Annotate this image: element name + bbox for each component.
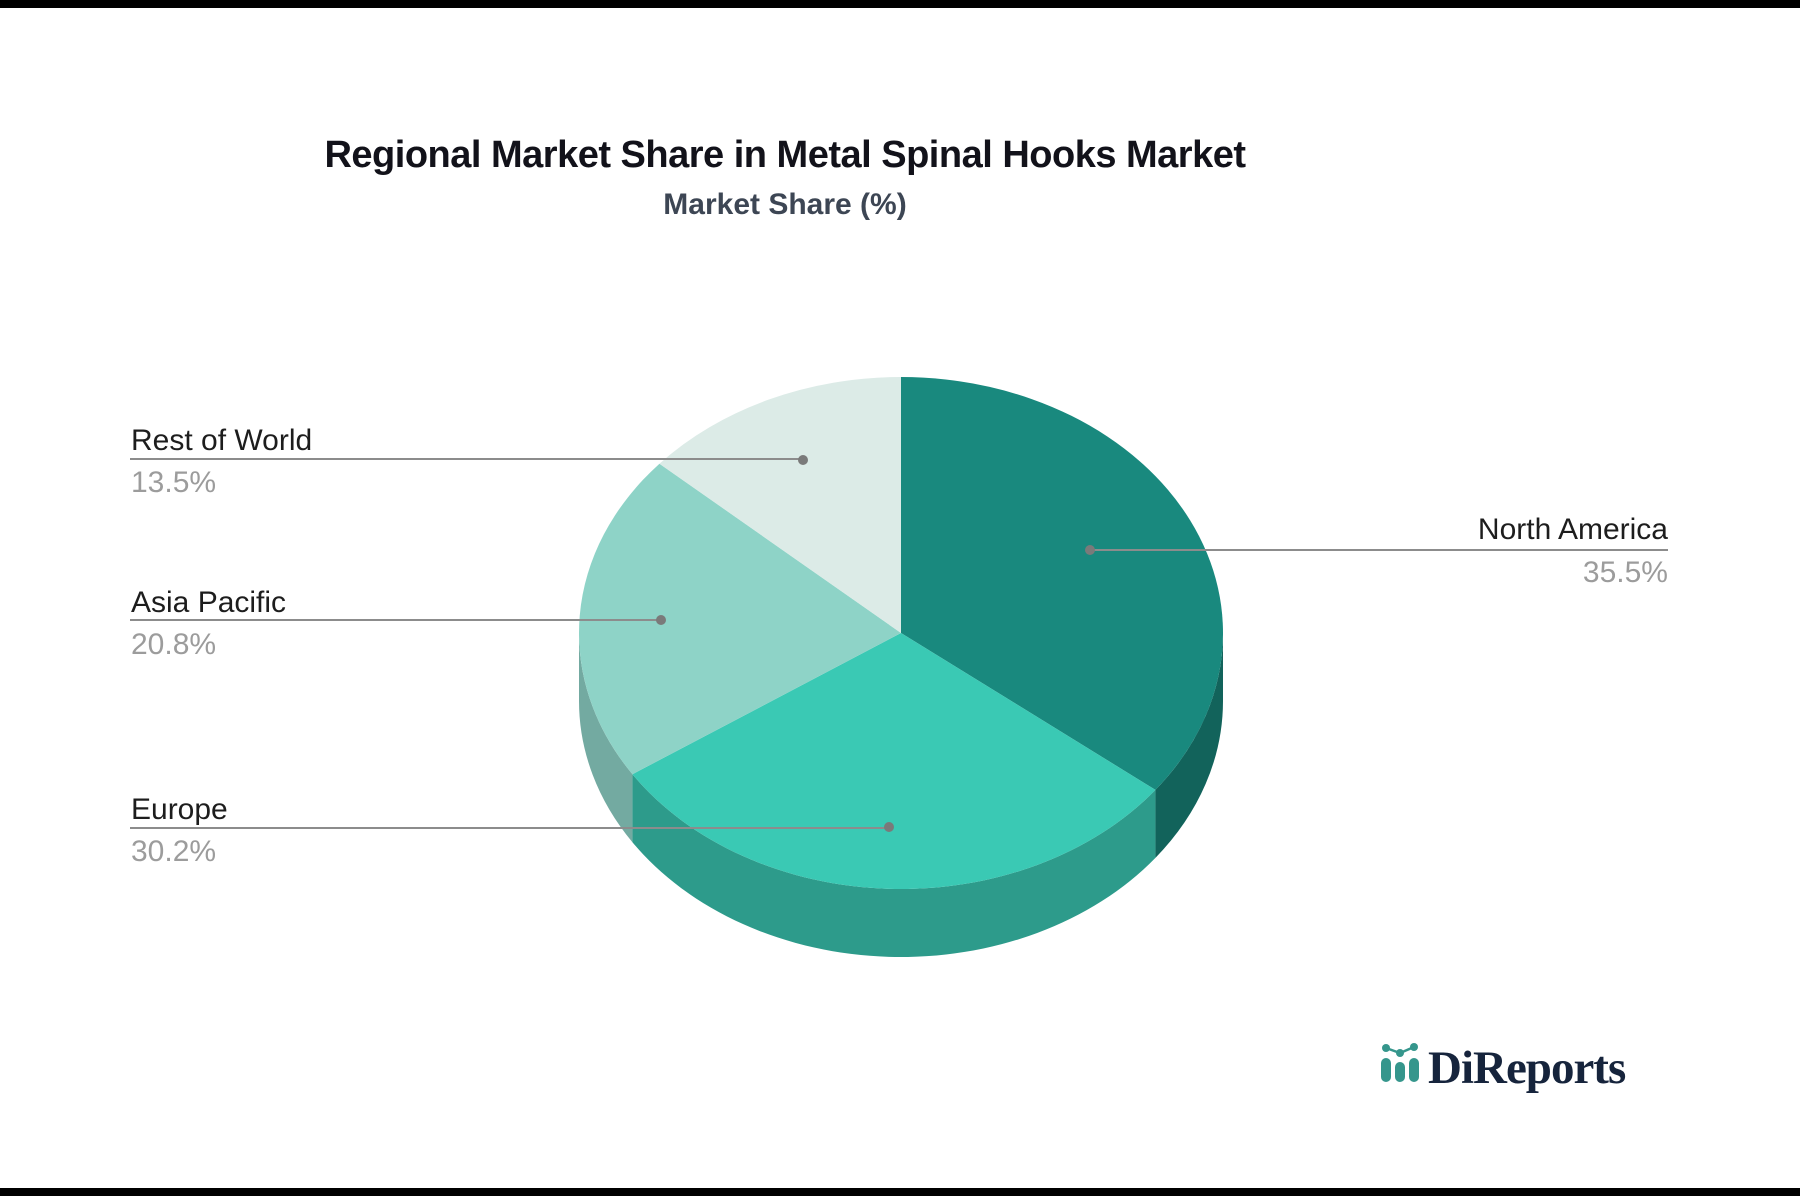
bottom-frame-bar xyxy=(0,1188,1800,1196)
callout-line-rest-of-world xyxy=(130,455,808,465)
callout-label-asia-pacific: Asia Pacific xyxy=(131,586,287,619)
callout-line-europe xyxy=(130,822,894,832)
callout-value-asia-pacific: 20.8% xyxy=(131,628,217,661)
chart-subtitle: Market Share (%) xyxy=(663,188,907,221)
callout-dot-north-america xyxy=(1085,545,1095,555)
pie-slice-north-america xyxy=(901,377,1224,790)
callout-label-rest-of-world: Rest of World xyxy=(131,424,313,457)
callout-line-north-america xyxy=(1085,545,1668,555)
pie-slice-europe xyxy=(632,633,1156,890)
chart-title: Regional Market Share in Metal Spinal Ho… xyxy=(324,134,1246,176)
pie-slice-side-north-america xyxy=(1155,633,1223,858)
direports-logo-icon xyxy=(1381,1043,1419,1082)
direports-logo-text: DiReports xyxy=(1428,1042,1626,1094)
callout-label-europe: Europe xyxy=(131,793,228,826)
callout-value-north-america: 35.5% xyxy=(1582,556,1668,589)
pie-slice-side-europe xyxy=(632,774,1156,957)
callout-line-asia-pacific xyxy=(130,615,666,625)
callout-lines xyxy=(130,455,1668,832)
pie-slice-side-asia-pacific xyxy=(579,633,633,843)
callout-dot-europe xyxy=(884,822,894,832)
callout-value-europe: 30.2% xyxy=(131,835,217,868)
pie-slice-asia-pacific xyxy=(579,463,901,775)
callout-label-north-america: North America xyxy=(1477,513,1668,546)
callout-value-rest-of-world: 13.5% xyxy=(131,466,217,499)
pie-3d xyxy=(579,377,1224,957)
callout-dot-rest-of-world xyxy=(798,455,808,465)
top-frame-bar xyxy=(0,0,1800,8)
callout-dot-asia-pacific xyxy=(656,615,666,625)
pie-slice-rest-of-world xyxy=(659,377,901,633)
